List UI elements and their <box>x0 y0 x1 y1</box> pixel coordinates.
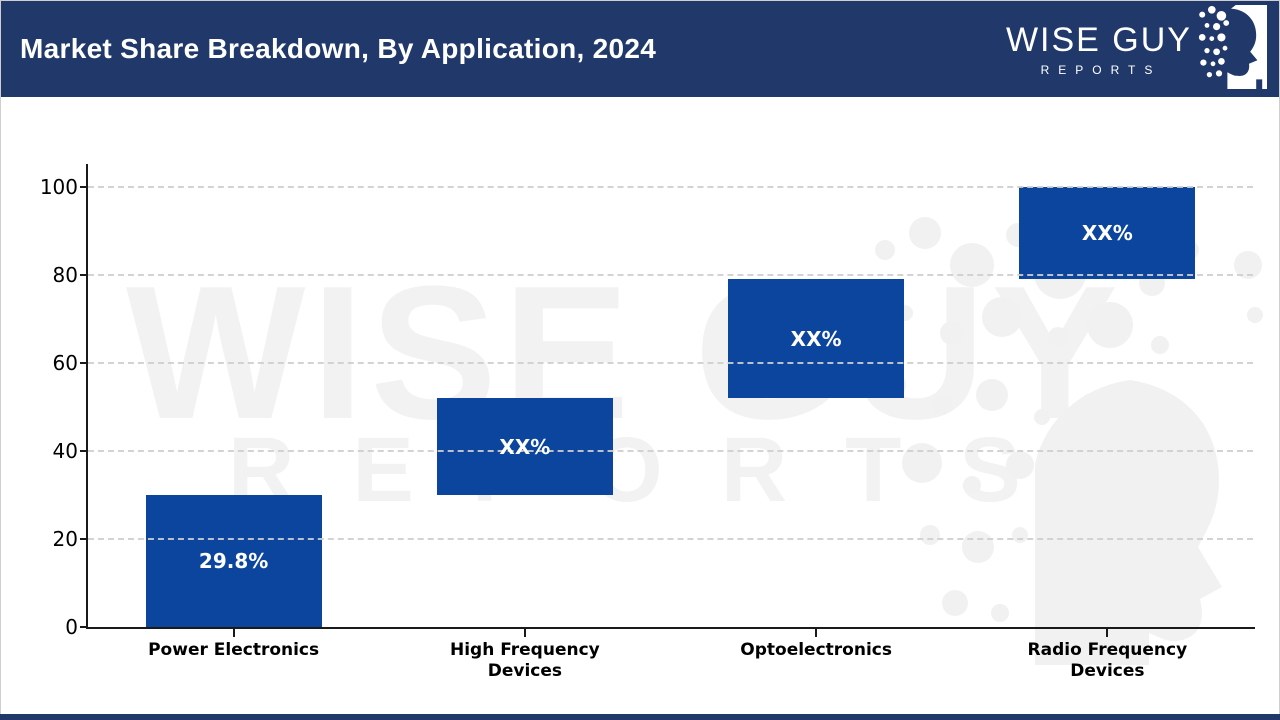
x-axis-tick-mark <box>523 629 526 637</box>
x-axis-category-label: Optoelectronics <box>666 640 966 661</box>
bar <box>1019 187 1196 280</box>
y-gridline <box>88 450 1253 452</box>
bar-value-label: XX% <box>790 326 842 351</box>
y-axis-tick-label: 0 <box>65 615 78 639</box>
y-axis-tick-label: 20 <box>52 527 78 551</box>
brand-logo: WISE GUY REPORTS <box>1006 5 1268 93</box>
y-gridline <box>88 186 1253 188</box>
bar-value-label: 29.8% <box>198 549 269 573</box>
bar-value-label: XX% <box>499 434 551 459</box>
brand-head-icon <box>1194 5 1268 93</box>
watermark-subtitle-text: REPORTS <box>228 419 1079 521</box>
brand-logo-text: WISE GUY REPORTS <box>1006 21 1192 77</box>
y-gridline <box>88 538 1253 540</box>
y-axis-line <box>86 164 88 629</box>
x-axis-category-label-line: Power Electronics <box>148 640 320 660</box>
brand-name: WISE GUY <box>1005 21 1192 59</box>
x-axis-category-label-line: High Frequency <box>450 640 600 660</box>
y-axis-tick-mark <box>80 362 87 364</box>
x-axis-category-label-line: Devices <box>1070 661 1145 681</box>
bar-value-label: XX% <box>1081 221 1133 246</box>
y-axis-tick-label: 100 <box>39 175 78 199</box>
page-title: Market Share Breakdown, By Application, … <box>20 32 657 64</box>
x-axis-category-label-line: Radio Frequency <box>1027 640 1188 660</box>
x-axis-category-label: High Frequency Devices <box>375 640 675 682</box>
bar <box>145 495 322 627</box>
y-axis-tick-mark <box>80 626 87 628</box>
x-axis-category-label-line: Devices <box>487 661 563 681</box>
brand-subtitle: REPORTS <box>1040 63 1162 77</box>
footer-bar <box>0 714 1280 720</box>
bar <box>436 398 613 495</box>
y-axis-tick-mark <box>80 538 87 540</box>
x-axis-tick-mark <box>232 629 235 637</box>
x-axis-category-label: Power Electronics <box>84 640 384 661</box>
y-gridline <box>88 274 1253 276</box>
x-axis-category-label-line: Optoelectronics <box>740 640 892 660</box>
x-axis-category-label: Radio Frequency Devices <box>957 640 1257 682</box>
x-axis-tick-mark <box>1106 629 1109 637</box>
bar <box>728 279 905 399</box>
watermark-brand-text: WISE GUY <box>126 247 1125 459</box>
y-axis-tick-mark <box>80 186 87 188</box>
y-axis-tick-mark <box>80 450 87 452</box>
y-axis-tick-label: 80 <box>52 263 78 287</box>
header-bar: Market Share Breakdown, By Application, … <box>0 0 1280 97</box>
x-axis-line <box>86 627 1255 629</box>
y-axis-tick-mark <box>80 274 87 276</box>
y-axis-tick-label: 40 <box>52 439 78 463</box>
y-axis-tick-label: 60 <box>52 351 78 375</box>
y-gridline <box>88 362 1253 364</box>
x-axis-tick-mark <box>815 629 818 637</box>
